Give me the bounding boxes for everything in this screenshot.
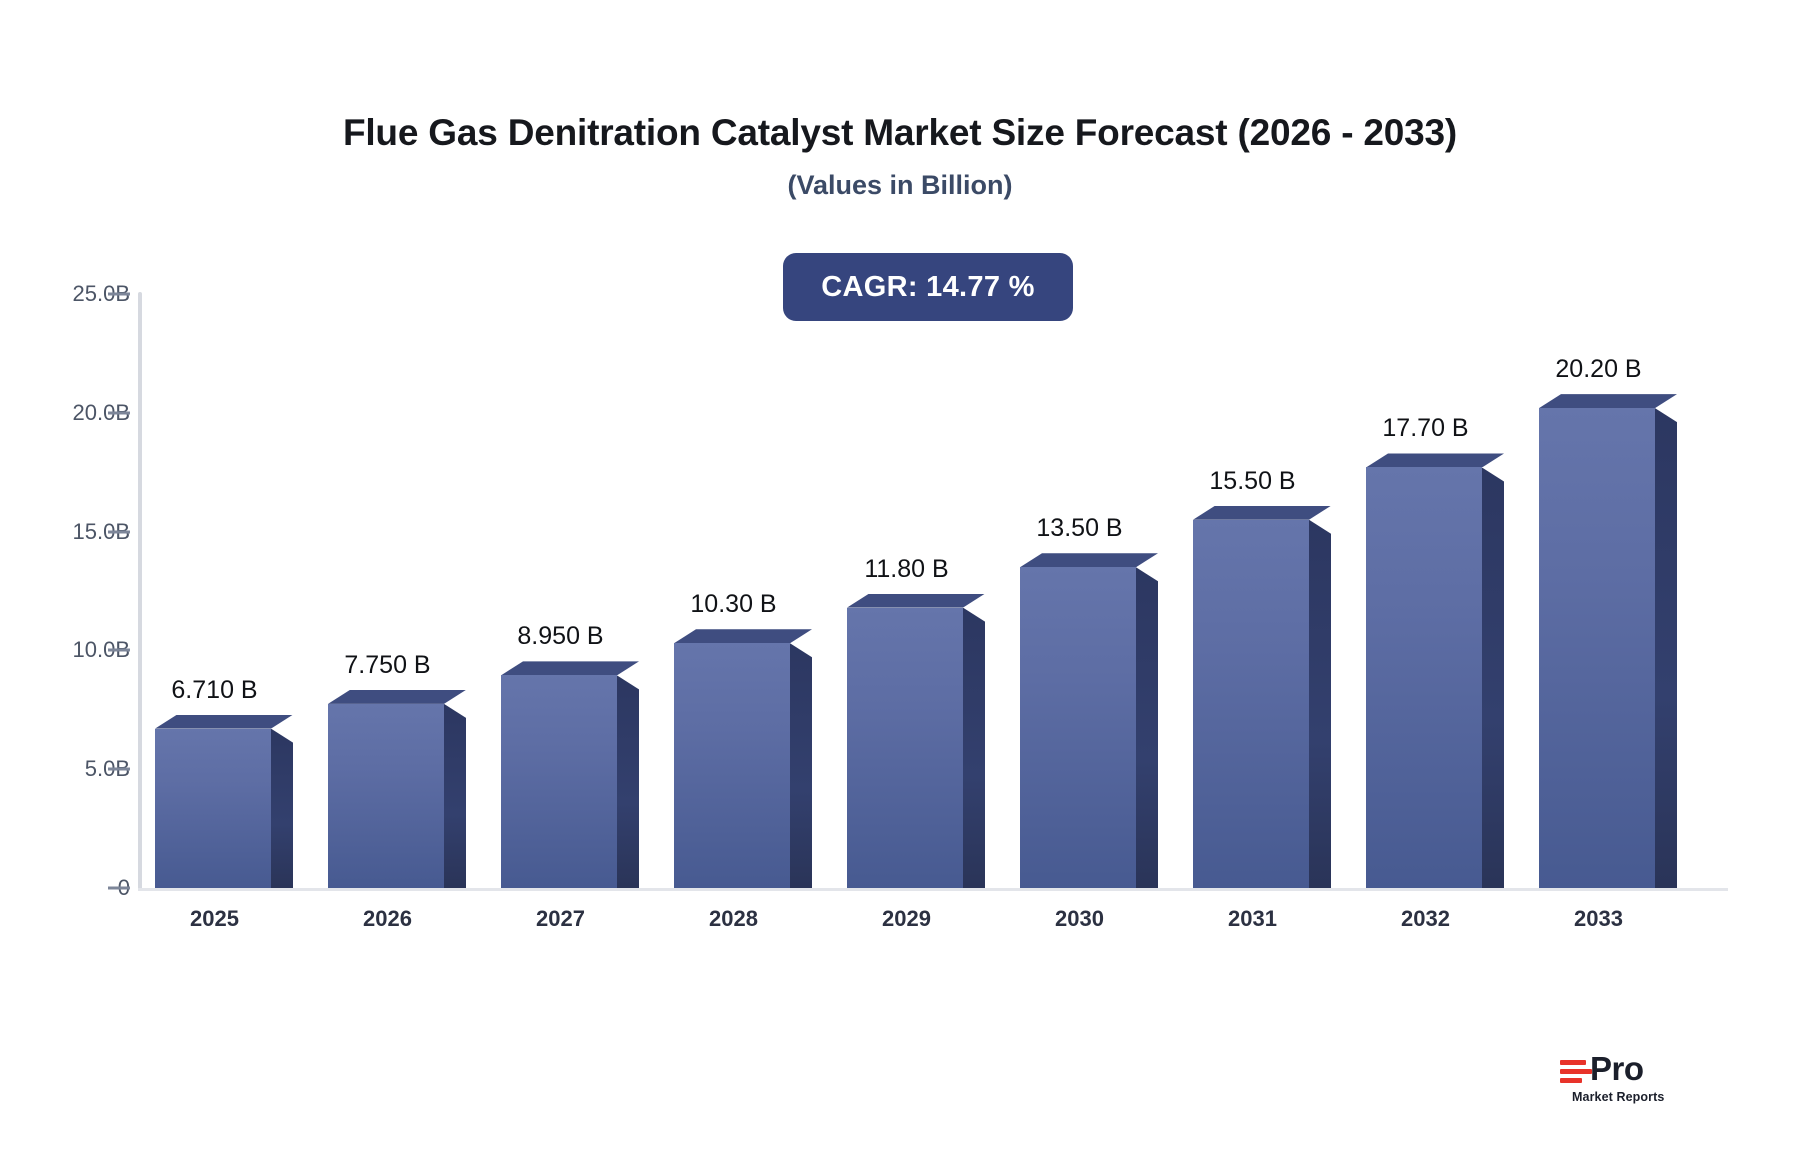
logo-name: Pro (1590, 1050, 1644, 1087)
bar-front-face (1539, 408, 1655, 888)
bar-top-face (328, 689, 466, 704)
brand-logo: Pro Market Reports (1560, 1050, 1750, 1118)
bar-side-face (271, 728, 293, 888)
bar: 6.710 B (155, 676, 293, 888)
bar-top-face (1539, 394, 1677, 409)
bar-front-face (501, 675, 617, 888)
x-axis-label: 2029 (882, 906, 931, 931)
bar-value-label: 13.50 B (1036, 514, 1123, 543)
bar-value-label: 20.20 B (1555, 355, 1642, 384)
bar-value-label: 7.750 B (344, 650, 431, 679)
x-axis-label: 2032 (1401, 906, 1450, 931)
logo-tagline: Market Reports (1572, 1090, 1665, 1104)
bar-side-face (444, 703, 466, 888)
bar: 17.70 B (1366, 414, 1504, 888)
bar-side-face (790, 643, 812, 888)
bar-side-face (1136, 567, 1158, 888)
y-axis-tick-mark (108, 648, 130, 652)
bar-side-face (1482, 467, 1504, 888)
x-axis-label: 2031 (1228, 906, 1277, 931)
x-axis-label: 2026 (363, 906, 412, 931)
chart-title: Flue Gas Denitration Catalyst Market Siz… (342, 112, 1458, 153)
bars-icon (1560, 1056, 1596, 1090)
x-axis-label: 2028 (709, 906, 758, 931)
bar-top-face (1193, 505, 1331, 520)
bar-front-face (1193, 519, 1309, 888)
y-axis-tick-mark (108, 292, 130, 296)
bar-value-label: 10.30 B (690, 590, 777, 619)
bar-top-face (1020, 553, 1158, 568)
bar: 20.20 B (1539, 355, 1677, 888)
bar-value-label: 11.80 B (864, 554, 949, 583)
bar: 15.50 B (1193, 467, 1331, 888)
chart-subtitle: (Values in Billion) (787, 170, 1013, 200)
bar: 11.80 B (847, 555, 985, 888)
bar-side-face (963, 607, 985, 888)
y-axis-line (138, 292, 142, 890)
cagr-badge: CAGR: 14.77 % (783, 253, 1073, 321)
bar-top-face (155, 714, 293, 729)
bar-front-face (1366, 467, 1482, 888)
bar-value-label: 8.950 B (517, 622, 604, 651)
bar: 7.750 B (328, 651, 466, 888)
bar-top-face (501, 661, 639, 676)
x-axis-label: 2033 (1574, 906, 1623, 931)
bar: 8.950 B (501, 622, 639, 888)
bar-value-label: 17.70 B (1382, 414, 1469, 443)
bar: 13.50 B (1020, 514, 1158, 888)
x-axis-line (138, 888, 1728, 891)
bar-value-label: 6.710 B (171, 675, 258, 704)
x-axis-label: 2027 (536, 906, 585, 931)
bar-side-face (617, 675, 639, 888)
y-axis-tick-mark (108, 767, 130, 771)
y-axis-tick-mark (108, 411, 130, 415)
bar: 10.30 B (674, 590, 812, 888)
y-axis-tick-mark (108, 530, 130, 534)
y-axis-tick-mark (108, 886, 130, 890)
cagr-badge-label: CAGR: 14.77 % (821, 270, 1035, 303)
x-axis-label: 2030 (1055, 906, 1104, 931)
bar-side-face (1309, 519, 1331, 888)
bar-front-face (328, 703, 444, 888)
bar-front-face (847, 607, 963, 888)
bar-side-face (1655, 408, 1677, 888)
bar-top-face (674, 629, 812, 644)
x-axis-label: 2025 (190, 906, 239, 931)
bar-top-face (1366, 453, 1504, 468)
bar-front-face (155, 728, 271, 888)
bar-value-label: 15.50 B (1209, 466, 1296, 495)
bar-front-face (1020, 567, 1136, 888)
bar-front-face (674, 643, 790, 888)
bar-top-face (847, 593, 985, 608)
